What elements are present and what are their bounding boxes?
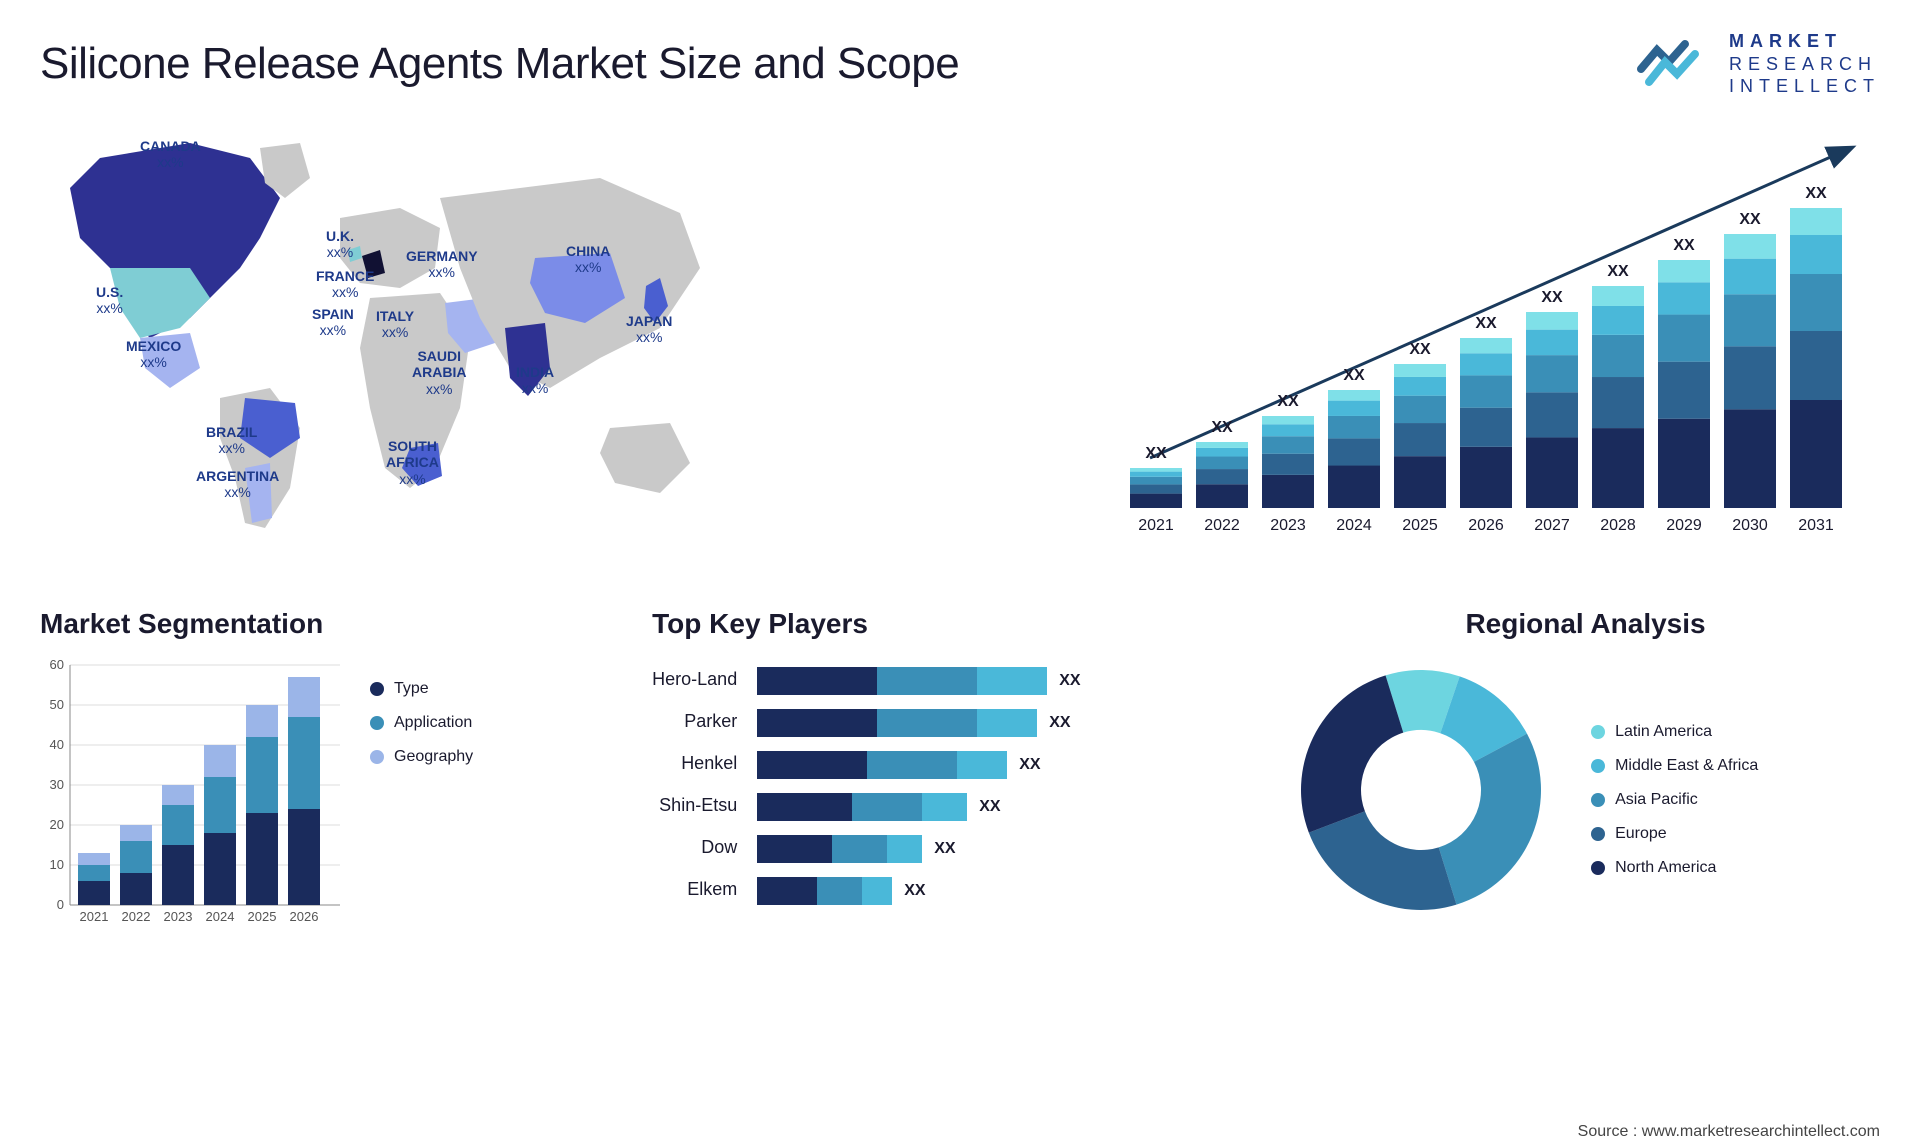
svg-text:2024: 2024 xyxy=(206,909,235,924)
player-bar-row: XX xyxy=(757,666,1080,696)
source-text: Source : www.marketresearchintellect.com xyxy=(1578,1123,1880,1141)
svg-text:XX: XX xyxy=(1805,185,1827,202)
map-label: FRANCExx% xyxy=(316,268,374,302)
map-label: MEXICOxx% xyxy=(126,338,181,372)
svg-text:2026: 2026 xyxy=(1468,517,1504,534)
svg-text:40: 40 xyxy=(50,737,64,752)
legend-item: North America xyxy=(1591,859,1758,877)
growth-chart: XX 2021 XX 2022 XX 2023 XX 2024 XX 2025 XX 2026 XX 20… xyxy=(1120,128,1880,568)
section-title: Regional Analysis xyxy=(1291,608,1880,640)
svg-text:2029: 2029 xyxy=(1666,517,1702,534)
player-label: Shin-Etsu xyxy=(652,790,737,820)
svg-text:2030: 2030 xyxy=(1732,517,1768,534)
player-bar-row: XX xyxy=(757,834,1080,864)
player-bar-row: XX xyxy=(757,708,1080,738)
player-bars: XX XX XX XX XX XX xyxy=(757,660,1080,906)
svg-text:2025: 2025 xyxy=(248,909,277,924)
player-label: Dow xyxy=(652,832,737,862)
svg-text:2024: 2024 xyxy=(1336,517,1372,534)
legend-item: Application xyxy=(370,714,473,732)
map-label: JAPANxx% xyxy=(626,313,672,347)
map-label: SOUTHAFRICAxx% xyxy=(386,438,439,488)
player-labels: Hero-Land Parker Henkel Shin-Etsu Dow Elkem xyxy=(652,660,737,906)
page-title: Silicone Release Agents Market Size and … xyxy=(40,39,959,89)
svg-text:2027: 2027 xyxy=(1534,517,1570,534)
map-label: SAUDIARABIAxx% xyxy=(412,348,466,398)
svg-text:0: 0 xyxy=(57,897,64,912)
map-label: CHINAxx% xyxy=(566,243,610,277)
section-title: Market Segmentation xyxy=(40,608,602,640)
logo: MARKET RESEARCH INTELLECT xyxy=(1637,30,1880,98)
svg-text:10: 10 xyxy=(50,857,64,872)
player-label: Hero-Land xyxy=(652,664,737,694)
svg-text:XX: XX xyxy=(1541,289,1563,306)
map-label: U.K.xx% xyxy=(326,228,354,262)
svg-text:2022: 2022 xyxy=(1204,517,1240,534)
bottom-row: Market Segmentation 0 10 20 30 40 50 60 2021 202… xyxy=(40,608,1880,958)
legend-item: Asia Pacific xyxy=(1591,791,1758,809)
segmentation-legend: Type Application Geography xyxy=(370,660,473,930)
svg-text:20: 20 xyxy=(50,817,64,832)
player-bar-row: XX xyxy=(757,792,1080,822)
segmentation-chart: 0 10 20 30 40 50 60 2021 2022 2023 2024 2025 2026 xyxy=(40,660,340,930)
regional-legend: Latin America Middle East & Africa Asia Pa… xyxy=(1591,703,1758,877)
player-bar-row: XX xyxy=(757,750,1080,780)
map-label: ITALYxx% xyxy=(376,308,414,342)
svg-text:2023: 2023 xyxy=(1270,517,1306,534)
svg-text:2023: 2023 xyxy=(164,909,193,924)
svg-text:XX: XX xyxy=(1277,393,1299,410)
svg-text:XX: XX xyxy=(1211,419,1233,436)
svg-text:50: 50 xyxy=(50,697,64,712)
legend-item: Middle East & Africa xyxy=(1591,757,1758,775)
legend-item: Latin America xyxy=(1591,723,1758,741)
map-label: GERMANYxx% xyxy=(406,248,478,282)
svg-text:XX: XX xyxy=(1409,341,1431,358)
map-label: INDIAxx% xyxy=(516,364,554,398)
regional-section: Regional Analysis Latin America Middle Ea… xyxy=(1291,608,1880,958)
map-label: SPAINxx% xyxy=(312,306,354,340)
svg-text:2022: 2022 xyxy=(122,909,151,924)
legend-item: Europe xyxy=(1591,825,1758,843)
svg-text:2021: 2021 xyxy=(1138,517,1174,534)
logo-icon xyxy=(1637,34,1717,94)
world-map: CANADAxx% U.S.xx%MEXICOxx% BRAZILxx% ARGENT… xyxy=(40,128,1060,568)
player-label: Henkel xyxy=(652,748,737,778)
svg-text:2031: 2031 xyxy=(1798,517,1834,534)
player-bar-row: XX xyxy=(757,876,1080,906)
players-section: Top Key Players Hero-Land Parker Henkel Shi… xyxy=(652,608,1241,958)
map-label: BRAZILxx% xyxy=(206,424,257,458)
svg-text:60: 60 xyxy=(50,660,64,672)
player-label: Elkem xyxy=(652,874,737,904)
top-row: CANADAxx% U.S.xx%MEXICOxx% BRAZILxx% ARGENT… xyxy=(40,128,1880,568)
regional-donut xyxy=(1291,660,1551,920)
section-title: Top Key Players xyxy=(652,608,1241,640)
svg-text:XX: XX xyxy=(1475,315,1497,332)
svg-text:XX: XX xyxy=(1673,237,1695,254)
svg-text:2021: 2021 xyxy=(80,909,109,924)
map-label: CANADAxx% xyxy=(140,138,201,172)
svg-text:2025: 2025 xyxy=(1402,517,1438,534)
map-label: U.S.xx% xyxy=(96,284,123,318)
map-label: ARGENTINAxx% xyxy=(196,468,279,502)
segmentation-section: Market Segmentation 0 10 20 30 40 50 60 2021 202… xyxy=(40,608,602,958)
svg-text:XX: XX xyxy=(1607,263,1629,280)
header: Silicone Release Agents Market Size and … xyxy=(40,30,1880,98)
svg-text:30: 30 xyxy=(50,777,64,792)
svg-text:XX: XX xyxy=(1145,445,1167,462)
legend-item: Geography xyxy=(370,748,473,766)
svg-text:2028: 2028 xyxy=(1600,517,1636,534)
logo-text: MARKET RESEARCH INTELLECT xyxy=(1729,30,1880,98)
svg-text:XX: XX xyxy=(1343,367,1365,384)
player-label: Parker xyxy=(652,706,737,736)
growth-chart-svg: XX 2021 XX 2022 XX 2023 XX 2024 XX 2025 XX 2026 XX 20… xyxy=(1120,128,1880,548)
svg-text:2026: 2026 xyxy=(290,909,319,924)
svg-text:XX: XX xyxy=(1739,211,1761,228)
legend-item: Type xyxy=(370,680,473,698)
